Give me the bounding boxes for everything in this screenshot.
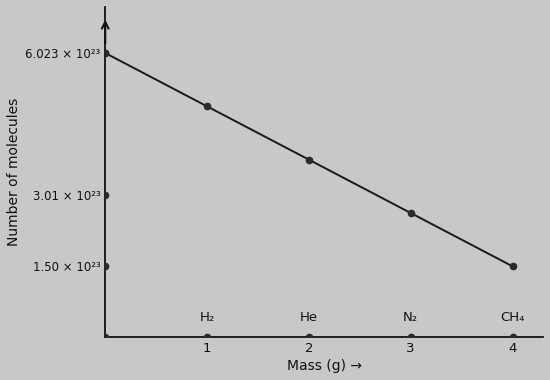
Text: H₂: H₂ (200, 311, 215, 324)
Y-axis label: Number of molecules: Number of molecules (7, 98, 21, 246)
Text: N₂: N₂ (403, 311, 418, 324)
Text: He: He (300, 311, 318, 324)
X-axis label: Mass (g) →: Mass (g) → (287, 359, 362, 373)
Text: CH₄: CH₄ (500, 311, 525, 324)
